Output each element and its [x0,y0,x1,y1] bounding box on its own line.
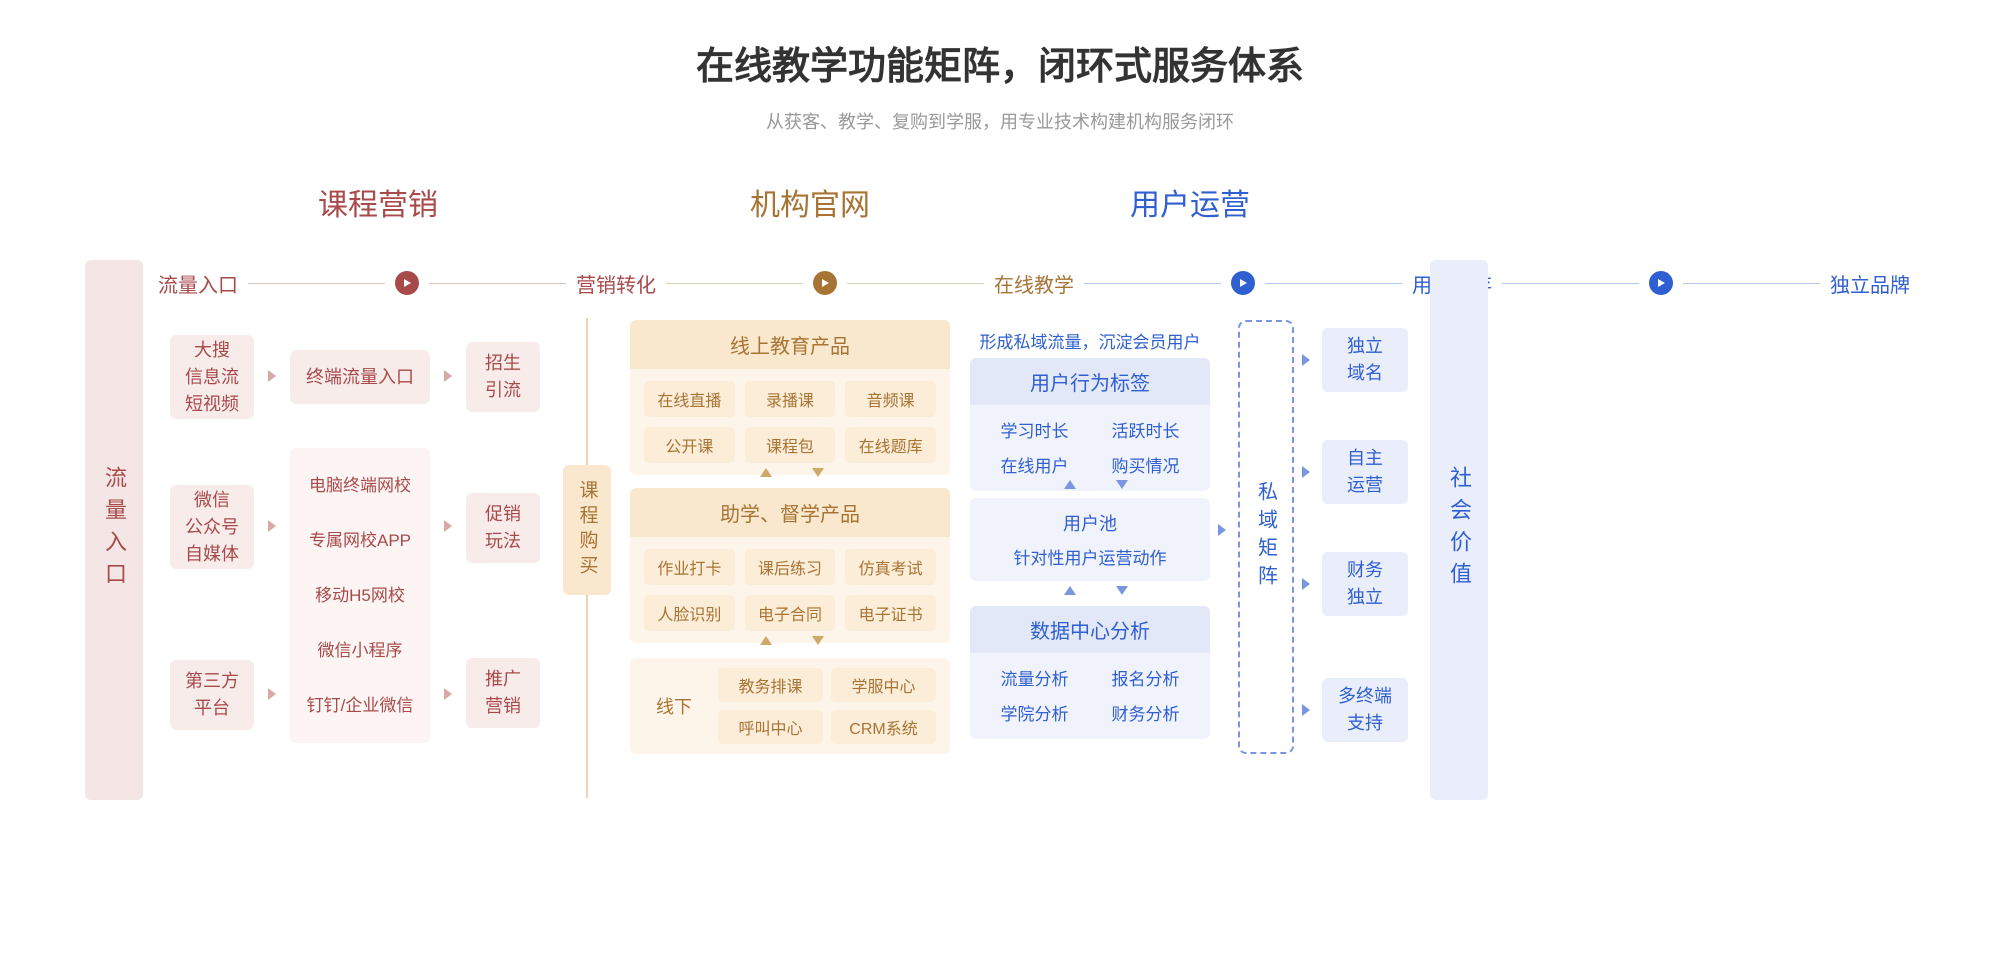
box-enroll: 招生 引流 [466,342,540,412]
lane-header: 流量入口 营销转化 在线教学 用户留存 独立品牌 [90,270,1910,296]
tag-item: 购买情况 [1095,452,1196,477]
panel-user-pool: 用户池 针对性用户运营动作 [970,498,1210,581]
bi-arrow-icon [1064,586,1128,595]
play-icon [813,271,837,295]
offline-label: 线下 [644,693,704,719]
panel-offline: 线下 教务排课 学服中心 呼叫中心 CRM系统 [630,658,950,754]
box-finance: 财务 独立 [1322,552,1408,616]
box-selfrun: 自主 运营 [1322,440,1408,504]
chip: 在线直播 [644,381,735,417]
chip: 音频课 [845,381,936,417]
tag-item: 在线用户 [984,452,1085,477]
page-subtitle: 从获客、教学、复购到学服，用专业技术构建机构服务闭环 [0,108,2000,134]
data-item: 财务分析 [1095,700,1196,725]
panel-data-center: 数据中心分析 流量分析 报名分析 学院分析 财务分析 [970,606,1210,739]
bi-arrow-icon [760,468,824,477]
arrow-icon [268,688,276,700]
play-icon [1649,271,1673,295]
lane-teaching: 在线教学 [994,269,1074,298]
data-item: 流量分析 [984,665,1085,690]
play-icon [395,271,419,295]
panel-study-products: 助学、督学产品 作业打卡 课后练习 仿真考试 人脸识别 电子合同 电子证书 [630,488,950,643]
chip: 录播课 [745,381,836,417]
chip: 课后练习 [745,549,836,585]
platform-item: 钉钉/企业微信 [307,693,414,719]
bi-arrow-icon [1064,480,1128,489]
tag-item: 活跃时长 [1095,417,1196,442]
pillar-traffic: 流量入口 [85,260,143,800]
pool-sub: 针对性用户运营动作 [984,544,1196,569]
arrow-icon [1302,354,1310,366]
box-spread: 推广 营销 [466,658,540,728]
arrow-icon [1302,466,1310,478]
platform-item: 微信小程序 [318,638,403,664]
chip: 作业打卡 [644,549,735,585]
chip: 仿真考试 [845,549,936,585]
box-platforms: 电脑终端网校 专属网校APP 移动H5网校 微信小程序 钉钉/企业微信 [290,448,430,743]
data-item: 报名分析 [1095,665,1196,690]
pillar-value: 社会价值 [1430,260,1488,800]
chip: CRM系统 [831,710,936,744]
section-website: 机构官网 [750,180,870,224]
arrow-icon [444,370,452,382]
lane-traffic: 流量入口 [158,269,238,298]
chip: 学服中心 [831,668,936,702]
chip: 在线题库 [845,427,936,463]
arrow-icon [268,370,276,382]
pool-title: 用户池 [984,510,1196,536]
panel-user-tags: 用户行为标签 学习时长 活跃时长 在线用户 购买情况 [970,358,1210,491]
page-title: 在线教学功能矩阵，闭环式服务体系 [0,0,2000,90]
chip: 人脸识别 [644,595,735,631]
box-multiterminal: 多终端 支持 [1322,678,1408,742]
platform-item: 移动H5网校 [315,583,405,609]
arrow-icon [444,520,452,532]
box-search: 大搜 信息流 短视频 [170,335,254,419]
play-icon [1231,271,1255,295]
arrow-icon [444,688,452,700]
chip: 教务排课 [718,668,823,702]
panel-title: 助学、督学产品 [630,488,950,537]
section-operations: 用户运营 [1130,180,1250,224]
arrow-icon [268,520,276,532]
data-item: 学院分析 [984,700,1085,725]
panel-title: 用户行为标签 [970,358,1210,405]
box-domain: 独立 域名 [1322,328,1408,392]
lane-brand: 独立品牌 [1830,269,1910,298]
panel-title: 数据中心分析 [970,606,1210,653]
box-thirdparty: 第三方 平台 [170,660,254,730]
box-wechat: 微信 公众号 自媒体 [170,485,254,569]
tag-item: 学习时长 [984,417,1085,442]
bi-arrow-icon [760,636,824,645]
connector-line [586,595,588,798]
platform-item: 专属网校APP [309,528,411,554]
chip: 课程包 [745,427,836,463]
chip: 呼叫中心 [718,710,823,744]
arrow-icon [1302,704,1310,716]
box-terminal: 终端流量入口 [290,350,430,404]
lane-conversion: 营销转化 [576,269,656,298]
platform-item: 电脑终端网校 [309,473,411,499]
arrow-icon [1218,524,1226,536]
connector-line [586,318,588,465]
chip: 公开课 [644,427,735,463]
section-marketing: 课程营销 [318,180,438,224]
box-promo: 促销 玩法 [466,493,540,563]
chip: 电子证书 [845,595,936,631]
box-private-matrix: 私域矩阵 [1238,320,1294,754]
chip: 电子合同 [745,595,836,631]
arrow-icon [1302,578,1310,590]
pillar-purchase: 课程购买 [563,465,611,595]
panel-online-products: 线上教育产品 在线直播 录播课 音频课 公开课 课程包 在线题库 [630,320,950,475]
panel-title: 线上教育产品 [630,320,950,369]
note-private-traffic: 形成私域流量，沉淀会员用户 [970,328,1210,353]
